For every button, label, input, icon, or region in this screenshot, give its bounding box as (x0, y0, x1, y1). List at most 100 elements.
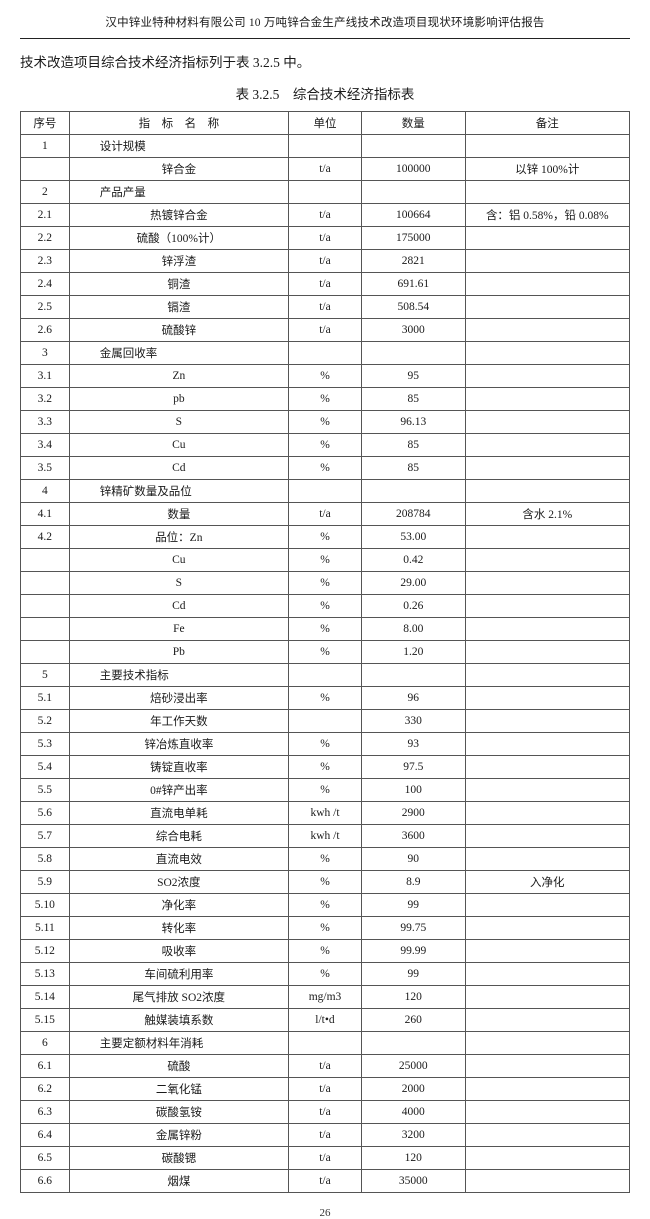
cell-quantity: 100 (362, 779, 466, 802)
table-row[interactable]: 3.1 Zn% 95 (21, 365, 630, 388)
cell-name: 产品产量 (69, 181, 288, 204)
table-row[interactable]: Fe% 8.00 (21, 618, 630, 641)
table-row[interactable]: 3.3 S% 96.13 (21, 411, 630, 434)
table-row[interactable]: 5 主要技术指标 (21, 664, 630, 687)
table-row[interactable]: S% 29.00 (21, 572, 630, 595)
table-row[interactable]: 5.13 车间硫利用率% 99 (21, 963, 630, 986)
cell-note: 含水 2.1% (465, 503, 629, 526)
cell-quantity: 4000 (362, 1101, 466, 1124)
table-row[interactable]: 3.5 Cd% 85 (21, 457, 630, 480)
cell-quantity: 3200 (362, 1124, 466, 1147)
cell-unit (288, 710, 361, 733)
table-row[interactable]: Cd% 0.26 (21, 595, 630, 618)
cell-name: 主要定额材料年消耗 (69, 1032, 288, 1055)
cell-note (465, 181, 629, 204)
cell-unit: t/a (288, 1170, 361, 1193)
table-row[interactable]: 2.1 热镀锌合金 t/a 100664 含：铝 0.58%，铅 0.08% (21, 204, 630, 227)
cell-quantity: 260 (362, 1009, 466, 1032)
table-row[interactable]: 5.7 综合电耗 kwh /t 3600 (21, 825, 630, 848)
cell-seq: 4.2 (21, 526, 70, 549)
cell-note (465, 779, 629, 802)
cell-quantity: 99.75 (362, 917, 466, 940)
cell-quantity: 85 (362, 457, 466, 480)
table-row[interactable]: 1 设计规模 (21, 135, 630, 158)
table-row[interactable]: 5.2 年工作天数 330 (21, 710, 630, 733)
cell-quantity: 691.61 (362, 273, 466, 296)
cell-seq: 3.2 (21, 388, 70, 411)
col-header-seq: 序号 (21, 112, 70, 135)
table-row[interactable]: 4.2 品位：Zn% 53.00 (21, 526, 630, 549)
cell-name: S (69, 411, 288, 434)
table-row[interactable]: 6.5 碳酸锶 t/a 120 (21, 1147, 630, 1170)
table-row[interactable]: 6 主要定额材料年消耗 (21, 1032, 630, 1055)
table-row[interactable]: 6.6 烟煤 t/a 35000 (21, 1170, 630, 1193)
cell-note (465, 825, 629, 848)
cell-unit (288, 664, 361, 687)
cell-seq: 4 (21, 480, 70, 503)
table-row[interactable]: 5.12 吸收率% 99.99 (21, 940, 630, 963)
table-row[interactable]: 3.4 Cu% 85 (21, 434, 630, 457)
table-row[interactable]: 5.14 尾气排放 SO2浓度 mg/m3 120 (21, 986, 630, 1009)
technical-indicators-table[interactable]: 序号 指 标 名 称 单位 数量 备注 1 设计规模 锌合金 t/a 100000 以锌 … (20, 111, 630, 1193)
cell-quantity: 99 (362, 963, 466, 986)
table-row[interactable]: 6.1 硫酸 t/a 25000 (21, 1055, 630, 1078)
table-row[interactable]: 3 金属回收率 (21, 342, 630, 365)
cell-name: 触媒装填系数 (69, 1009, 288, 1032)
table-row[interactable]: 5.11 转化率% 99.75 (21, 917, 630, 940)
cell-unit: % (288, 687, 361, 710)
cell-unit: mg/m3 (288, 986, 361, 1009)
table-row[interactable]: 2.4 铜渣 t/a 691.61 (21, 273, 630, 296)
cell-quantity (362, 1032, 466, 1055)
cell-seq: 5.6 (21, 802, 70, 825)
table-row[interactable]: 5.6 直流电单耗 kwh /t 2900 (21, 802, 630, 825)
cell-quantity: 99 (362, 894, 466, 917)
table-row[interactable]: 2.5 镉渣 t/a 508.54 (21, 296, 630, 319)
cell-name: 锌合金 (69, 158, 288, 181)
cell-seq: 3.3 (21, 411, 70, 434)
cell-unit: kwh /t (288, 825, 361, 848)
cell-seq: 5.14 (21, 986, 70, 1009)
table-row[interactable]: 5.15 触媒装填系数 l/t•d 260 (21, 1009, 630, 1032)
cell-name: Zn (69, 365, 288, 388)
table-row[interactable]: 锌合金 t/a 100000 以锌 100%计 (21, 158, 630, 181)
cell-note (465, 687, 629, 710)
cell-seq (21, 549, 70, 572)
cell-seq: 5.7 (21, 825, 70, 848)
cell-seq: 5 (21, 664, 70, 687)
cell-unit: t/a (288, 227, 361, 250)
table-row[interactable]: 5.3 锌冶炼直收率% 93 (21, 733, 630, 756)
cell-seq: 3.4 (21, 434, 70, 457)
intro-paragraph: 技术改造项目综合技术经济指标列于表 3.2.5 中。 (20, 53, 630, 73)
table-row[interactable]: 2.6 硫酸锌 t/a 3000 (21, 319, 630, 342)
cell-quantity: 120 (362, 986, 466, 1009)
table-row[interactable]: Pb% 1.20 (21, 641, 630, 664)
table-row[interactable]: 5.5 0#锌产出率% 100 (21, 779, 630, 802)
cell-seq: 5.11 (21, 917, 70, 940)
table-row[interactable]: 5.10 净化率% 99 (21, 894, 630, 917)
cell-name: 焙砂浸出率 (69, 687, 288, 710)
table-row[interactable]: 2.2 硫酸（100%计） t/a 175000 (21, 227, 630, 250)
table-row[interactable]: Cu% 0.42 (21, 549, 630, 572)
table-row[interactable]: 6.4 金属锌粉 t/a 3200 (21, 1124, 630, 1147)
table-row[interactable]: 4.1 数量 t/a 208784 含水 2.1% (21, 503, 630, 526)
cell-note (465, 802, 629, 825)
table-row[interactable]: 2.3 锌浮渣 t/a 2821 (21, 250, 630, 273)
table-body[interactable]: 1 设计规模 锌合金 t/a 100000 以锌 100%计 2 产品产量 2.1 热镀锌合金 t/… (21, 135, 630, 1193)
table-row[interactable]: 5.1 焙砂浸出率% 96 (21, 687, 630, 710)
table-row[interactable]: 5.9 SO2浓度% 8.9 入净化 (21, 871, 630, 894)
cell-note (465, 342, 629, 365)
table-row[interactable]: 5.4 铸锭直收率% 97.5 (21, 756, 630, 779)
table-row[interactable]: 6.3 碳酸氢铵 t/a 4000 (21, 1101, 630, 1124)
cell-name: 锌精矿数量及品位 (69, 480, 288, 503)
cell-note (465, 894, 629, 917)
table-row[interactable]: 4 锌精矿数量及品位 (21, 480, 630, 503)
table-row[interactable]: 2 产品产量 (21, 181, 630, 204)
table-row[interactable]: 6.2 二氧化锰 t/a 2000 (21, 1078, 630, 1101)
col-header-unit: 单位 (288, 112, 361, 135)
cell-quantity: 29.00 (362, 572, 466, 595)
cell-unit: % (288, 894, 361, 917)
table-row[interactable]: 3.2 pb% 85 (21, 388, 630, 411)
cell-note (465, 1124, 629, 1147)
table-row[interactable]: 5.8 直流电效% 90 (21, 848, 630, 871)
cell-note (465, 664, 629, 687)
